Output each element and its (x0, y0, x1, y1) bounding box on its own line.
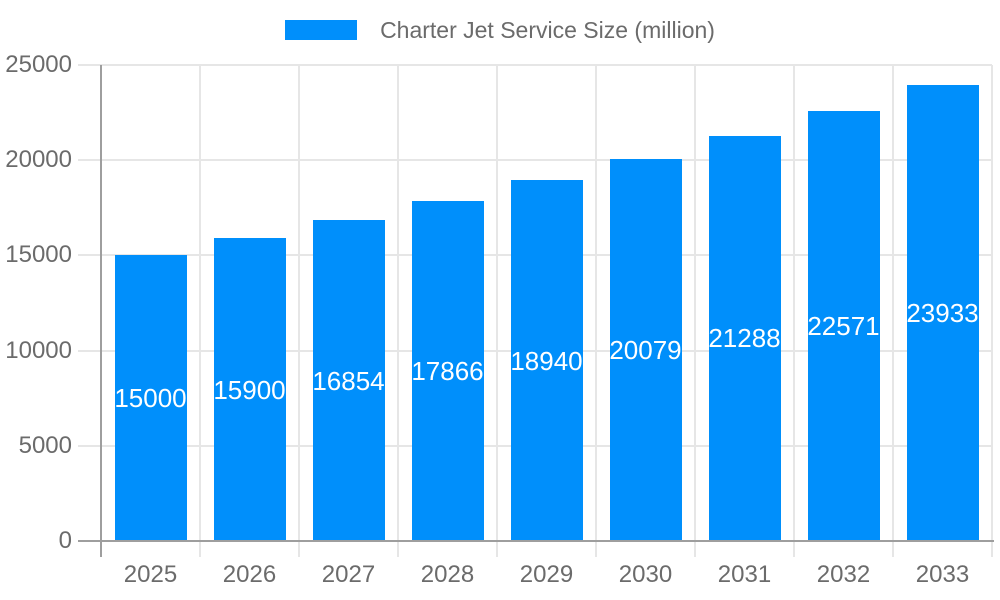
x-tick (991, 541, 993, 557)
bar-value-label: 17866 (411, 355, 484, 386)
x-tick (595, 541, 597, 557)
x-axis-tick-label: 2032 (816, 561, 871, 588)
legend-label: Charter Jet Service Size (million) (380, 16, 715, 43)
v-gridline (793, 65, 795, 541)
chart-legend[interactable]: Charter Jet Service Size (million) (0, 12, 1000, 48)
y-axis-line (100, 65, 102, 557)
bar-2027[interactable] (312, 220, 385, 541)
v-gridline (991, 65, 993, 541)
x-axis-tick-label: 2031 (717, 561, 772, 588)
x-axis-tick-label: 2028 (420, 561, 475, 588)
bar-2026[interactable] (213, 238, 286, 541)
bar-2030[interactable] (609, 158, 682, 541)
v-gridline (496, 65, 498, 541)
y-axis-tick-label: 25000 (5, 51, 72, 78)
x-axis-tick-label: 2026 (222, 561, 277, 588)
v-gridline (397, 65, 399, 541)
y-axis-tick-label: 0 (58, 527, 72, 554)
v-gridline (892, 65, 894, 541)
bar-value-label: 15000 (114, 383, 187, 414)
bar-value-label: 22571 (807, 311, 880, 342)
bar-2028[interactable] (411, 200, 484, 541)
bar-value-label: 15900 (213, 374, 286, 405)
bar-2032[interactable] (807, 111, 880, 541)
v-gridline (694, 65, 696, 541)
y-axis-tick-label: 20000 (5, 146, 72, 174)
bar-2029[interactable] (510, 180, 583, 541)
y-axis-tick-label: 15000 (5, 241, 72, 269)
bar-value-label: 20079 (609, 334, 682, 365)
x-tick (892, 541, 894, 557)
x-tick (694, 541, 696, 557)
bar-value-label: 23933 (906, 298, 979, 329)
bar-value-label: 18940 (510, 345, 583, 376)
h-gridline (78, 159, 992, 162)
v-gridline (199, 65, 201, 541)
x-tick (199, 541, 201, 557)
bar-2033[interactable] (906, 85, 979, 541)
bar-2025[interactable] (114, 255, 187, 541)
x-axis-tick-label: 2033 (915, 561, 970, 588)
y-axis-tick-label: 10000 (5, 336, 72, 364)
x-tick (496, 541, 498, 557)
v-gridline (298, 65, 300, 541)
x-axis-tick-label: 2029 (519, 561, 574, 588)
x-axis-tick-label: 2027 (321, 561, 376, 588)
x-tick (397, 541, 399, 557)
y-axis-tick-label: 5000 (18, 431, 72, 459)
h-gridline (78, 64, 992, 66)
bar-2031[interactable] (708, 135, 781, 541)
x-tick (298, 541, 300, 557)
bar-value-label: 21288 (708, 323, 781, 354)
v-gridline (595, 65, 597, 541)
x-axis-tick-label: 2025 (123, 561, 178, 588)
x-tick (793, 541, 795, 557)
x-axis-line (78, 540, 994, 542)
x-axis-tick-label: 2030 (618, 561, 673, 588)
legend-swatch (285, 20, 358, 40)
bar-value-label: 16854 (312, 365, 385, 396)
